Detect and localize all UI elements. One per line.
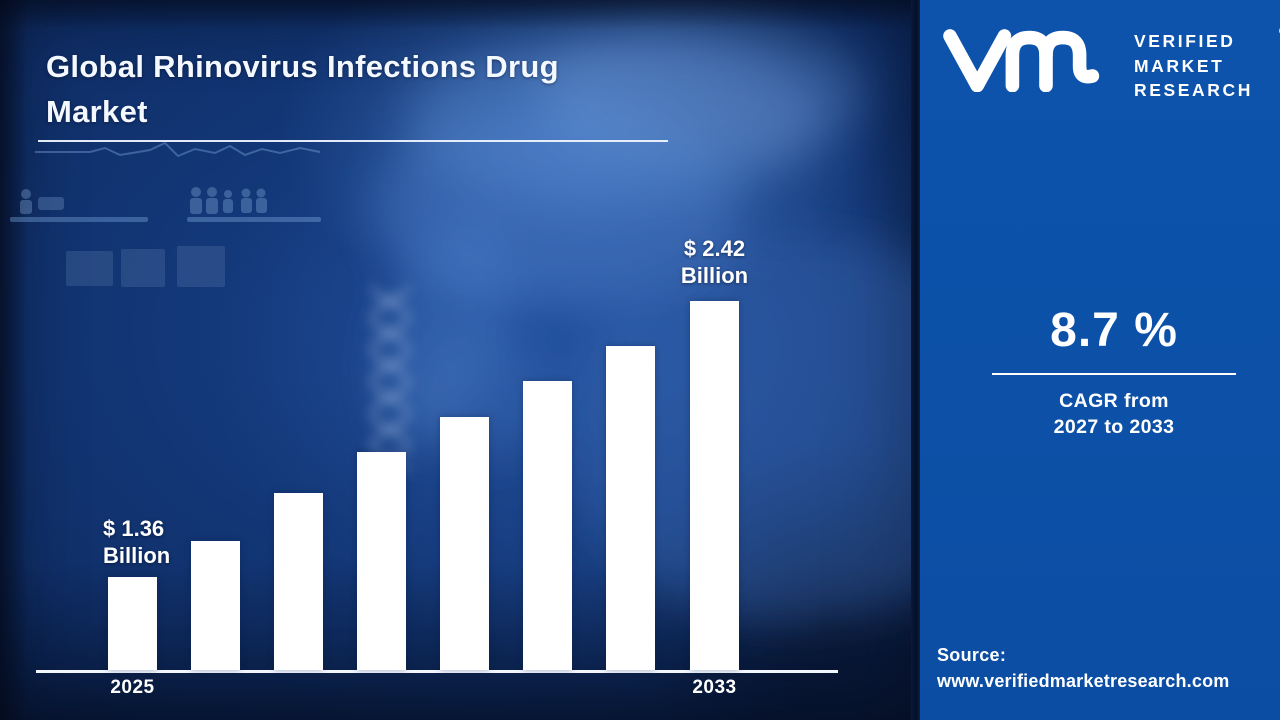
vmr-logo-text: VERIFIED MARKET RESEARCH <box>1134 29 1253 103</box>
cagr-caption-line2: 2027 to 2033 <box>1053 416 1175 438</box>
source-block: Source: www.verifiedmarketresearch.com <box>937 642 1273 694</box>
source-label: Source: <box>937 645 1007 665</box>
bar-year-2 <box>191 541 240 670</box>
cagr-underline <box>992 373 1236 375</box>
vmr-logo: VERIFIED MARKET RESEARCH ® <box>942 24 1280 100</box>
x-axis-line <box>36 670 838 673</box>
title-underline <box>38 140 668 142</box>
bar-chart: 2025 $ 1.36 Billion 2033 $ 2.42 Billion <box>36 236 838 698</box>
vmr-logo-line1: VERIFIED <box>1134 31 1236 51</box>
bar-2025 <box>108 577 157 670</box>
vmr-logo-line2: MARKET <box>1134 55 1225 76</box>
bar-year-3 <box>274 493 323 670</box>
info-panel: VERIFIED MARKET RESEARCH ® 8.7 % CAGR fr… <box>920 0 1280 720</box>
chart-section: Global Rhinovirus Infections Drug Market… <box>0 0 911 720</box>
cagr-value: 8.7 % <box>1050 304 1178 357</box>
cagr-caption: CAGR from 2027 to 2033 <box>964 388 1264 440</box>
bar-year-7 <box>606 346 655 670</box>
bar-year-5 <box>440 417 489 670</box>
bar-2033 <box>690 301 739 670</box>
x-tick-2025: 2025 <box>110 677 155 698</box>
value-label-2033: $ 2.42 Billion <box>680 236 749 288</box>
value-label-2025: $ 1.36 Billion <box>103 516 171 568</box>
x-tick-2033: 2033 <box>692 677 737 698</box>
cagr-caption-line1: CAGR from <box>1059 390 1169 412</box>
bar-year-4 <box>357 452 406 670</box>
vmr-logo-line3: RESEARCH <box>1134 80 1254 100</box>
bar-year-6 <box>523 381 572 670</box>
section-divider <box>911 0 920 720</box>
page-title-line2: Market <box>46 94 148 129</box>
source-url: www.verifiedmarketresearch.com <box>937 671 1230 691</box>
page-title: Global Rhinovirus Infections Drug Market <box>46 44 746 134</box>
vmr-monogram-icon <box>943 29 1100 92</box>
page-title-line1: Global Rhinovirus Infections Drug <box>46 49 559 84</box>
